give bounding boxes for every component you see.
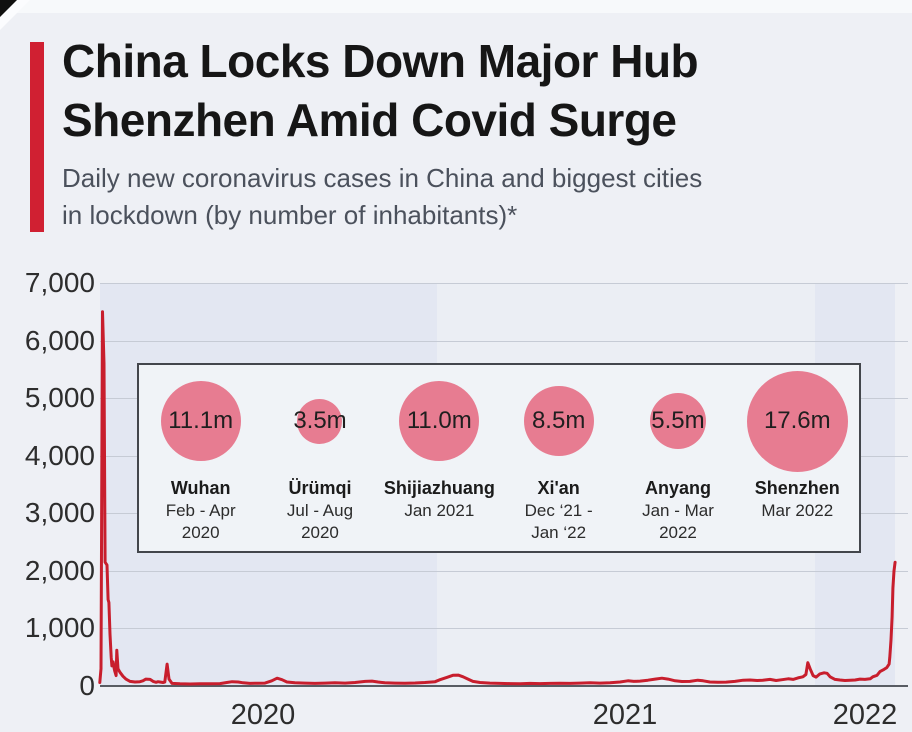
city-name: Xi'an bbox=[537, 478, 580, 498]
lockdown-period-line: 2020 bbox=[301, 523, 339, 542]
city-name: Wuhan bbox=[170, 478, 231, 498]
city-column: 11.0m Shijiazhuang Jan 2021 bbox=[380, 365, 499, 551]
bubble-area: 11.0m bbox=[380, 365, 499, 477]
y-axis-label-6000: 6,000 bbox=[24, 324, 95, 356]
city-name: Ürümqi bbox=[288, 478, 352, 498]
city-column: 3.5m Ürümqi Jul - Aug 2020 bbox=[260, 365, 379, 551]
lockdown-period-line: Mar 2022 bbox=[761, 501, 834, 520]
bubble-area: 5.5m bbox=[618, 365, 737, 477]
population-bubble: 11.1m bbox=[160, 381, 241, 461]
x-axis-label-2022: 2022 bbox=[832, 699, 898, 731]
x-axis-baseline bbox=[100, 685, 908, 687]
lockdown-period: Jan 2021 bbox=[404, 500, 474, 522]
lockdown-cities-legend: 11.1m Wuhan Feb - Apr 2020 3.5m Ürümqi Ju… bbox=[137, 363, 861, 553]
city-name: Shijiazhuang bbox=[383, 478, 495, 498]
gridline-1000 bbox=[100, 628, 908, 630]
gridline-6000 bbox=[100, 340, 908, 342]
lockdown-period-line: 2020 bbox=[181, 523, 220, 542]
population-label: 3.5m bbox=[293, 407, 347, 434]
y-axis-label-7000: 7,000 bbox=[24, 267, 95, 298]
city-column: 5.5m Anyang Jan - Mar 2022 bbox=[618, 365, 737, 551]
lockdown-period: Dec ‘21 - Jan ‘22 bbox=[525, 500, 593, 544]
lockdown-period-line: Dec ‘21 - bbox=[524, 501, 593, 520]
lockdown-period: Jan - Mar 2022 bbox=[642, 500, 714, 544]
bubble-area: 17.6m bbox=[738, 365, 857, 477]
lockdown-period-line: Jan - Mar bbox=[642, 501, 714, 520]
lockdown-period-line: 2022 bbox=[659, 523, 697, 542]
city-column: 17.6m Shenzhen Mar 2022 bbox=[738, 365, 857, 551]
subtitle-line-2: in lockdown (by number of inhabitants)* bbox=[62, 200, 518, 230]
population-label: 11.1m bbox=[168, 407, 234, 434]
y-axis-label-3000: 3,000 bbox=[24, 497, 95, 529]
y-axis-label-0: 0 bbox=[79, 670, 95, 701]
population-label: 5.5m bbox=[651, 407, 705, 434]
population-bubble: 3.5m bbox=[293, 398, 347, 444]
lockdown-period-line: Jan ‘22 bbox=[531, 523, 587, 542]
city-name: Anyang bbox=[644, 478, 711, 498]
city-name: Shenzhen bbox=[754, 478, 840, 498]
gridline-2000 bbox=[100, 570, 908, 572]
corner-fold-icon bbox=[0, 0, 17, 17]
population-bubble: 5.5m bbox=[649, 393, 706, 449]
subtitle-line-1: Daily new coronavirus cases in China and… bbox=[62, 163, 703, 193]
title-accent-bar bbox=[30, 42, 44, 232]
lockdown-period-line: Jan 2021 bbox=[404, 501, 475, 520]
population-bubble: 17.6m bbox=[746, 370, 848, 472]
title-line-1: China Locks Down Major Hub bbox=[62, 35, 699, 87]
bubble-area: 3.5m bbox=[260, 365, 379, 477]
y-axis-label-2000: 2,000 bbox=[24, 554, 95, 586]
gridline-7000 bbox=[100, 283, 908, 284]
city-column: 8.5m Xi'an Dec ‘21 - Jan ‘22 bbox=[499, 365, 618, 551]
population-label: 8.5m bbox=[531, 407, 586, 434]
y-axis-label-1000: 1,000 bbox=[24, 612, 95, 644]
x-axis-label-2021: 2021 bbox=[592, 699, 658, 731]
city-column: 11.1m Wuhan Feb - Apr 2020 bbox=[141, 365, 260, 551]
lockdown-period-line: Feb - Apr bbox=[165, 501, 236, 520]
bubble-area: 11.1m bbox=[141, 365, 260, 477]
bubble-area: 8.5m bbox=[499, 365, 618, 477]
population-label: 11.0m bbox=[406, 407, 472, 434]
page-title: China Locks Down Major Hub Shenzhen Amid … bbox=[62, 32, 699, 150]
y-axis-label-5000: 5,000 bbox=[24, 382, 95, 414]
x-axis-label-2020: 2020 bbox=[230, 699, 296, 731]
title-line-2: Shenzhen Amid Covid Surge bbox=[62, 94, 677, 146]
population-label: 17.6m bbox=[763, 407, 831, 434]
page-subtitle: Daily new coronavirus cases in China and… bbox=[62, 160, 702, 234]
lockdown-period-line: Jul - Aug bbox=[286, 501, 354, 520]
y-axis-label-4000: 4,000 bbox=[24, 439, 95, 471]
lockdown-period: Jul - Aug 2020 bbox=[287, 500, 353, 544]
lockdown-period: Feb - Apr 2020 bbox=[166, 500, 236, 544]
page-top-strip bbox=[0, 0, 912, 13]
population-bubble: 11.0m bbox=[399, 381, 480, 461]
lockdown-period: Mar 2022 bbox=[761, 500, 833, 522]
population-bubble: 8.5m bbox=[523, 386, 594, 456]
